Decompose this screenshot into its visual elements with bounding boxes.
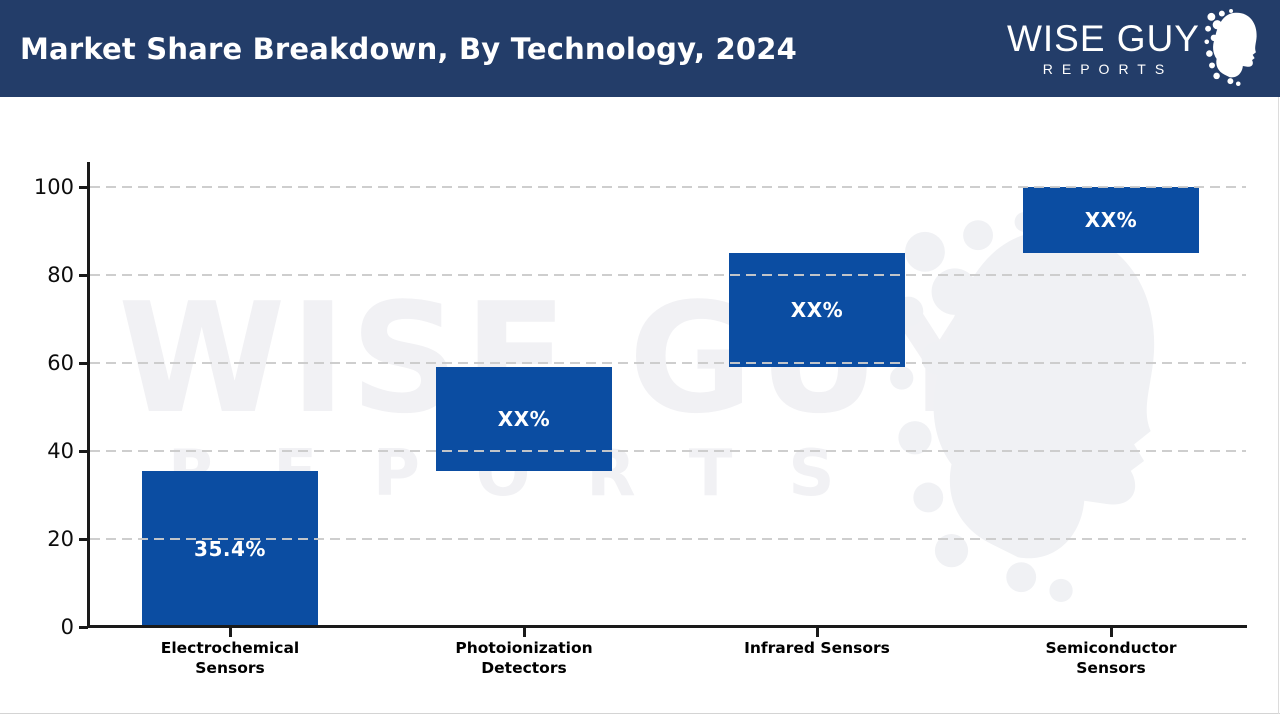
x-tick <box>1110 628 1113 637</box>
y-tick-20 <box>79 538 88 541</box>
bottom-border-line <box>0 713 1280 714</box>
category-label: Electrochemical Sensors <box>160 639 300 678</box>
gridline-60 <box>90 362 1246 364</box>
y-tick-80 <box>79 274 88 277</box>
logo-head-icon <box>1204 8 1257 86</box>
bar-value-label: XX% <box>790 298 844 323</box>
bar-segment <box>729 253 905 368</box>
logo-wordmark: WISE GUY REPORTS <box>1007 20 1200 77</box>
bar-segment <box>436 367 612 472</box>
y-tick-label: 40 <box>47 439 74 463</box>
y-tick-label: 60 <box>47 351 74 375</box>
y-tick-label: 20 <box>47 527 74 551</box>
bar-segment <box>1023 187 1199 253</box>
bar-value-label: XX% <box>1084 208 1138 232</box>
header-bar: Market Share Breakdown, By Technology, 2… <box>0 0 1280 97</box>
y-tick-60 <box>79 362 88 365</box>
x-tick <box>523 628 526 637</box>
bar-value-label: XX% <box>497 407 551 432</box>
bar-segment <box>142 471 318 627</box>
category-label: Infrared Sensors <box>744 639 890 657</box>
y-tick-40 <box>79 450 88 453</box>
y-tick-100 <box>79 186 88 189</box>
logo-wordmark-main: WISE GUY <box>1006 18 1200 59</box>
x-tick <box>229 628 232 637</box>
y-tick-label: 100 <box>33 175 74 199</box>
gridline-40 <box>90 450 1246 452</box>
category-label: Semiconductor Sensors <box>1045 639 1177 678</box>
y-tick-0 <box>79 626 88 629</box>
y-tick-label: 80 <box>47 263 74 287</box>
y-axis-line <box>87 162 90 628</box>
x-tick <box>816 628 819 637</box>
brand-logo: WISE GUY REPORTS <box>1007 8 1264 89</box>
logo-wordmark-sub: REPORTS <box>1042 61 1174 77</box>
bar-value-label: 35.4% <box>194 537 266 562</box>
x-axis-line <box>87 625 1247 628</box>
page-title: Market Share Breakdown, By Technology, 2… <box>20 31 798 66</box>
gridline-80 <box>90 274 1246 276</box>
y-tick-label: 0 <box>60 615 74 639</box>
category-label: Photoionization Detectors <box>455 639 593 678</box>
right-border-line <box>1278 97 1279 714</box>
plot-area: 0 20 40 60 80 100 35.4% Electrochemical Sensors… <box>0 97 1280 720</box>
